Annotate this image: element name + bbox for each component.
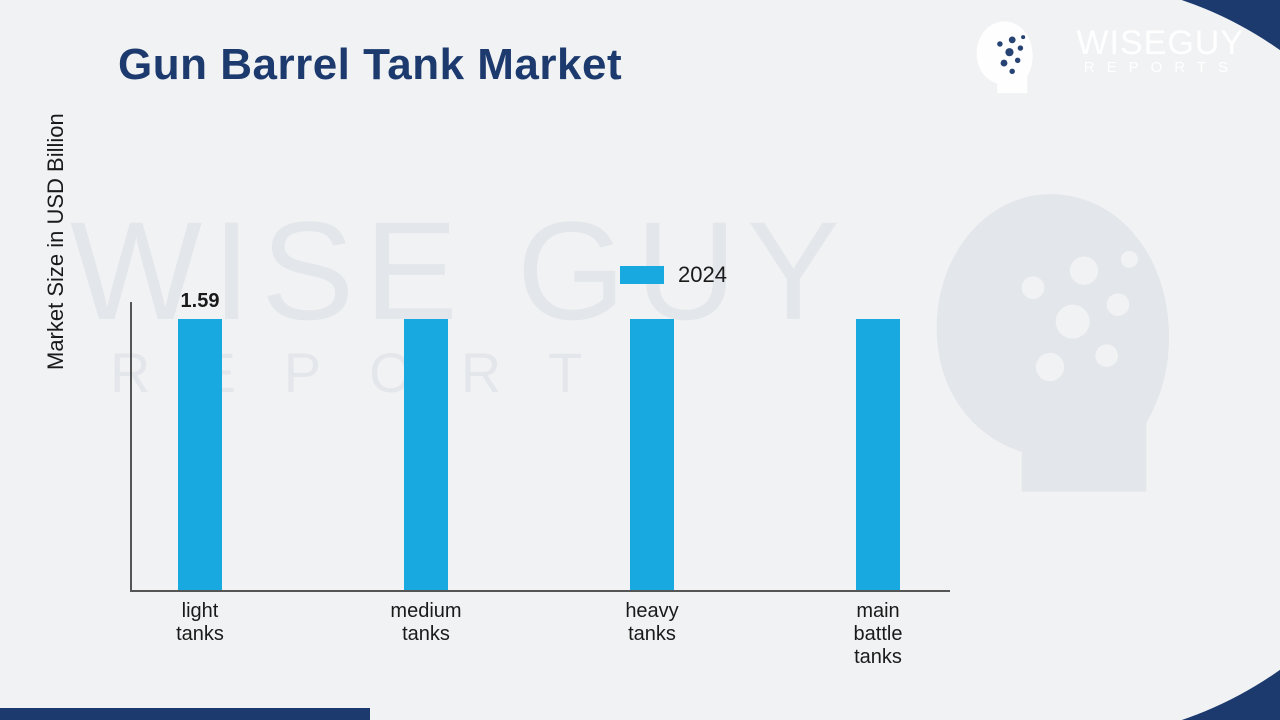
x-axis-category-label: mainbattletanks — [818, 600, 938, 669]
logo-head-icon — [968, 18, 1040, 100]
brand-logo: WISEGUY REPORTS — [1076, 24, 1244, 76]
chart-plot-area: 1.59lighttanksmediumtanksheavytanksmainb… — [130, 302, 950, 592]
legend-label: 2024 — [678, 262, 727, 288]
chart-canvas: WISE GUY REPORTS Gun Barrel Tank Market … — [0, 0, 1280, 720]
y-axis-label: Market Size in USD Billion — [43, 113, 69, 370]
x-axis-category-label: mediumtanks — [366, 600, 486, 646]
bar — [856, 319, 900, 590]
x-axis-category-label: lighttanks — [140, 600, 260, 646]
chart-title: Gun Barrel Tank Market — [118, 40, 622, 90]
bar — [404, 319, 448, 590]
x-axis-category-label: heavytanks — [592, 600, 712, 646]
logo-line1: WISEGUY — [1076, 24, 1244, 63]
bar-value-label: 1.59 — [181, 290, 220, 313]
logo-line2: REPORTS — [1076, 59, 1244, 76]
chart-legend: 2024 — [620, 262, 727, 288]
legend-swatch — [620, 266, 664, 284]
bar — [630, 319, 674, 590]
bar: 1.59 — [178, 319, 222, 590]
bottom-accent-bar — [0, 708, 370, 720]
